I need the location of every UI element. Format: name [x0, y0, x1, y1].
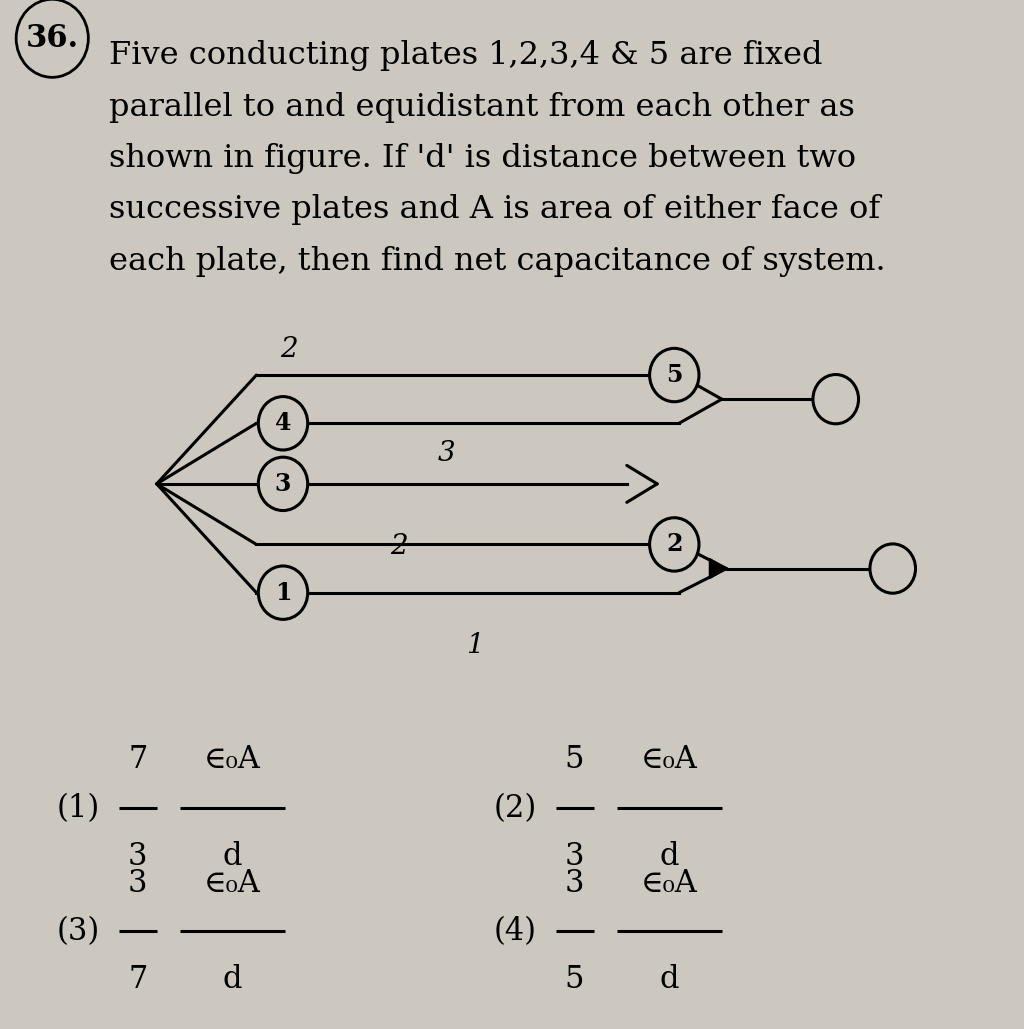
Text: (1): (1): [57, 792, 100, 824]
Text: 1: 1: [274, 580, 291, 605]
Text: 4: 4: [274, 412, 291, 435]
Text: 3: 3: [128, 841, 147, 873]
Text: 5: 5: [666, 363, 682, 387]
Text: 3: 3: [565, 867, 585, 898]
Text: 5: 5: [565, 964, 585, 995]
Text: 3: 3: [565, 841, 585, 873]
Text: 2: 2: [666, 532, 683, 557]
Text: 2: 2: [390, 533, 408, 561]
Text: 36.: 36.: [26, 23, 79, 54]
Circle shape: [258, 457, 307, 510]
Circle shape: [813, 375, 858, 424]
Circle shape: [870, 544, 915, 593]
Text: −: −: [824, 386, 847, 413]
Text: ∈₀A: ∈₀A: [641, 867, 698, 898]
Text: (4): (4): [494, 916, 537, 947]
Text: 3: 3: [128, 867, 147, 898]
Text: ∈₀A: ∈₀A: [204, 744, 261, 776]
Text: 5: 5: [565, 744, 585, 776]
Text: d: d: [659, 841, 679, 873]
Circle shape: [258, 566, 307, 619]
Text: Five conducting plates 1,2,3,4 & 5 are fixed: Five conducting plates 1,2,3,4 & 5 are f…: [110, 40, 822, 71]
Text: 7: 7: [128, 964, 147, 995]
Text: 2: 2: [281, 335, 298, 362]
Circle shape: [649, 518, 699, 571]
Text: d: d: [659, 964, 679, 995]
Text: d: d: [223, 964, 243, 995]
Text: d: d: [223, 841, 243, 873]
Text: successive plates and A is area of either face of: successive plates and A is area of eithe…: [110, 194, 881, 225]
Text: +: +: [882, 556, 904, 581]
Text: 3: 3: [274, 472, 291, 496]
Polygon shape: [710, 559, 727, 578]
Text: 3: 3: [437, 440, 456, 467]
Text: 7: 7: [128, 744, 147, 776]
Text: parallel to and equidistant from each other as: parallel to and equidistant from each ot…: [110, 92, 855, 122]
Text: (2): (2): [494, 792, 538, 824]
Text: ∈₀A: ∈₀A: [204, 867, 261, 898]
Text: (3): (3): [57, 916, 100, 947]
Text: each plate, then find net capacitance of system.: each plate, then find net capacitance of…: [110, 246, 886, 277]
Text: shown in figure. If 'd' is distance between two: shown in figure. If 'd' is distance betw…: [110, 143, 856, 174]
Circle shape: [258, 396, 307, 450]
Text: ∈₀A: ∈₀A: [641, 744, 698, 776]
Circle shape: [649, 349, 699, 401]
Text: 1: 1: [466, 632, 483, 659]
